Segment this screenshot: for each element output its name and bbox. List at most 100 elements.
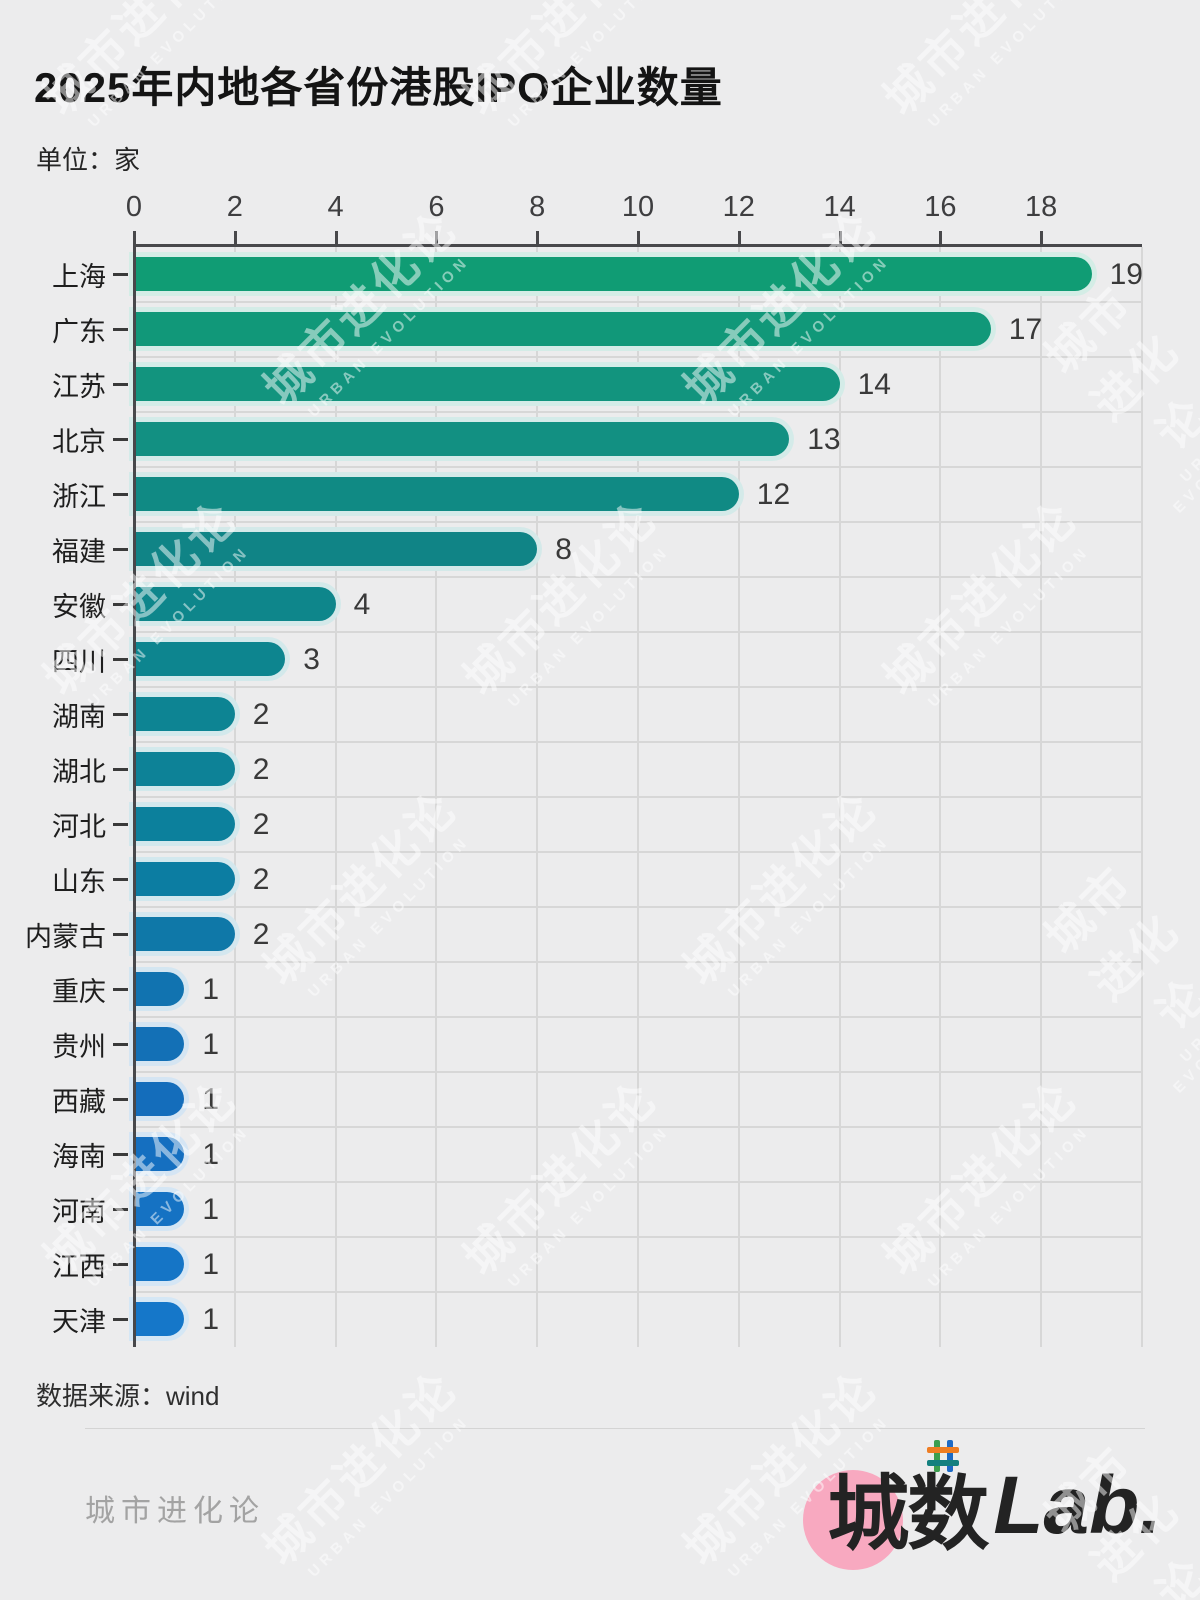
bar-value-label: 1 — [202, 1192, 220, 1226]
bar — [134, 1247, 185, 1281]
bar-row: 湖北 2 — [52, 742, 1142, 797]
bar-value-label: 13 — [807, 422, 841, 456]
bar-value-label: 2 — [252, 917, 270, 951]
bar — [134, 697, 235, 731]
gridline-horizontal — [134, 1291, 1142, 1293]
category-label: 广东 — [52, 317, 106, 347]
y-axis-tick — [113, 548, 128, 551]
y-axis-tick — [113, 933, 128, 936]
gridline-horizontal — [134, 356, 1142, 358]
x-axis-tick-label: 8 — [529, 191, 546, 223]
bar-value-label: 14 — [857, 367, 891, 401]
bar — [134, 1137, 185, 1171]
y-axis-tick — [113, 273, 128, 276]
category-label: 内蒙古 — [25, 922, 106, 952]
brand-logo: 城数 Lab. — [803, 1440, 1162, 1570]
category-label: 福建 — [52, 537, 106, 567]
y-axis-tick — [113, 658, 128, 661]
category-label: 湖南 — [52, 702, 106, 732]
x-axis-tick-label: 4 — [327, 191, 344, 223]
y-axis-tick — [113, 988, 128, 991]
bar-row: 河北 2 — [52, 797, 1142, 852]
x-axis-tick-label: 18 — [1025, 191, 1058, 223]
gridline-horizontal — [134, 521, 1142, 523]
category-label: 湖北 — [52, 757, 106, 787]
y-axis-tick — [113, 493, 128, 496]
y-axis-tick — [113, 1153, 128, 1156]
logo-hash-icon — [925, 1438, 961, 1474]
y-axis-tick — [113, 438, 128, 441]
bar-row: 江西 1 — [52, 1237, 1142, 1292]
bar-value-label: 1 — [202, 1027, 220, 1061]
plot-area: 0 2 4 6 8 10 12 14 16 18 上海 19 广东 17 江苏 14 北京 13 浙江 12 福建 8 安徽… — [25, 191, 1143, 1347]
bar-value-label: 1 — [202, 1137, 220, 1171]
bar — [134, 257, 1092, 291]
gridline-horizontal — [134, 851, 1142, 853]
gridline-horizontal — [134, 961, 1142, 963]
y-axis-tick — [113, 713, 128, 716]
bar — [134, 532, 538, 566]
x-axis-line — [134, 244, 1142, 247]
bar — [134, 1192, 185, 1226]
bar-row: 河南 1 — [52, 1182, 1142, 1237]
x-axis-tick — [637, 231, 640, 244]
bar-row: 福建 8 — [52, 522, 1142, 577]
gridline-horizontal — [134, 1071, 1142, 1073]
gridline-vertical — [1141, 247, 1143, 1347]
bar-value-label: 4 — [353, 587, 371, 621]
bar-row: 山东 2 — [52, 852, 1142, 907]
bar-row: 安徽 4 — [52, 577, 1142, 632]
data-source-label: 数据来源：wind — [36, 1381, 220, 1411]
x-axis-tick — [939, 231, 943, 244]
x-axis-tick-label: 16 — [924, 191, 957, 223]
bar-value-label: 19 — [1109, 257, 1143, 291]
x-axis-tick — [838, 231, 842, 244]
logo-cn-text: 城数 — [827, 1468, 989, 1560]
bar-row: 浙江 12 — [52, 467, 1142, 522]
bar-value-label: 8 — [555, 532, 572, 566]
gridline-horizontal — [134, 1181, 1142, 1183]
bar-row: 内蒙古 2 — [25, 907, 1142, 962]
bar — [134, 752, 235, 786]
bar — [134, 972, 185, 1006]
category-label: 河南 — [52, 1197, 106, 1227]
bar-row: 贵州 1 — [52, 1017, 1142, 1072]
bar-value-label: 2 — [252, 807, 270, 841]
bar-row: 湖南 2 — [52, 687, 1142, 742]
x-axis-tick — [233, 231, 237, 244]
bar — [134, 917, 235, 951]
bar-value-label: 17 — [1008, 312, 1043, 346]
bar-row: 西藏 1 — [52, 1072, 1142, 1127]
category-label: 四川 — [52, 647, 106, 677]
bar-value-label: 12 — [756, 477, 791, 511]
gridline-horizontal — [134, 1016, 1142, 1018]
bar-value-label: 2 — [252, 752, 270, 786]
bar-row: 广东 17 — [52, 302, 1142, 357]
x-axis-tick — [133, 231, 136, 244]
category-label: 天津 — [52, 1307, 106, 1337]
y-axis-tick — [113, 1043, 128, 1046]
category-label: 贵州 — [52, 1032, 106, 1062]
y-axis-tick — [113, 1098, 128, 1101]
bar-value-label: 3 — [303, 642, 320, 676]
bar — [134, 367, 840, 401]
gridline-horizontal — [134, 301, 1142, 303]
bar-row: 四川 3 — [52, 632, 1142, 687]
bar — [134, 312, 991, 346]
y-axis-tick — [113, 1318, 128, 1321]
bar-row: 江苏 14 — [52, 357, 1142, 412]
bar — [134, 1302, 185, 1336]
category-label: 江西 — [52, 1252, 106, 1282]
gridline-horizontal — [134, 576, 1142, 578]
x-axis-tick — [334, 231, 338, 244]
gridline-horizontal — [134, 466, 1142, 468]
bar-row: 重庆 1 — [52, 962, 1142, 1017]
category-label: 山东 — [52, 867, 106, 897]
x-axis-tick — [1040, 231, 1044, 244]
bar-value-label: 1 — [202, 1247, 220, 1281]
y-axis-tick — [113, 878, 128, 881]
bar — [134, 477, 739, 511]
category-label: 安徽 — [52, 592, 106, 622]
gridline-horizontal — [134, 631, 1142, 633]
